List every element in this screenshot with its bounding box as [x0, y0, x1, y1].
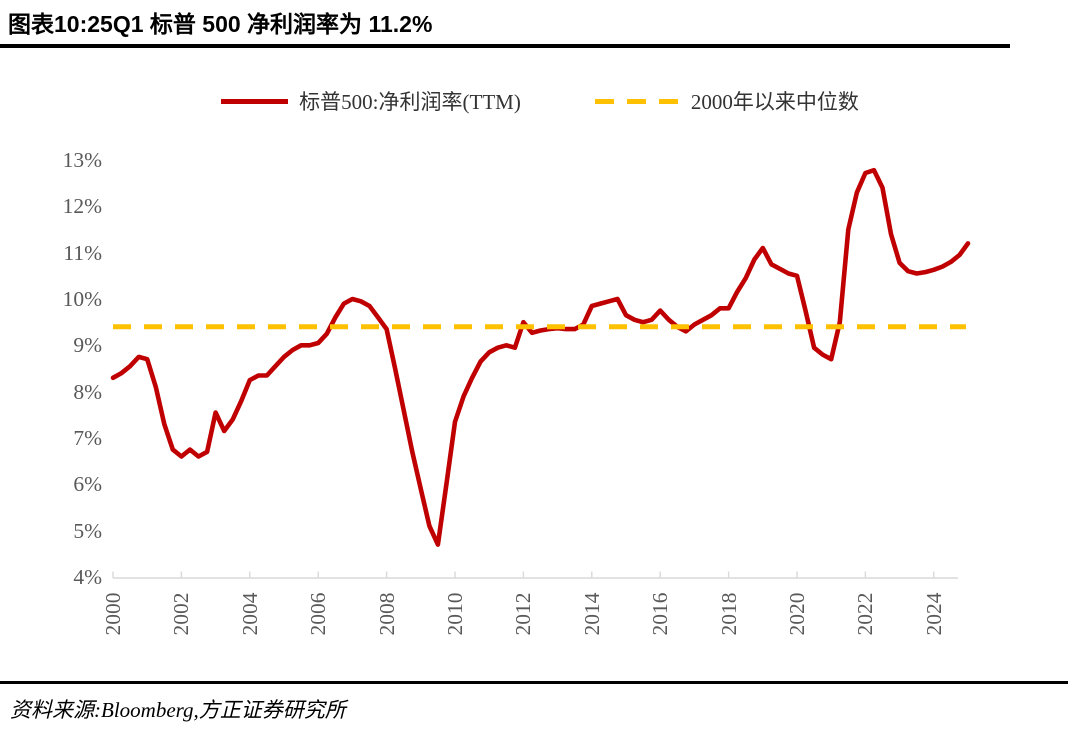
net-margin-line — [110, 167, 971, 547]
x-tick-label: 2018 — [716, 592, 741, 636]
legend-label-series: 标普500:净利润率(TTM) — [299, 90, 521, 114]
y-tick-label: 10% — [62, 287, 102, 311]
x-tick-label: 2012 — [511, 592, 536, 636]
x-tick-label: 2020 — [785, 592, 809, 636]
footer-divider — [0, 681, 1068, 684]
x-tick-label: 2006 — [306, 592, 331, 636]
x-tick-label: 2024 — [921, 592, 946, 636]
y-tick-label: 9% — [73, 333, 102, 358]
legend-dashed-line-swatch — [594, 98, 680, 104]
legend-item-series: 标普500:净利润率(TTM) — [221, 86, 521, 116]
x-tick-label: 2002 — [169, 592, 194, 636]
x-tick-label: 2016 — [648, 592, 673, 636]
y-tick-label: 5% — [73, 518, 102, 543]
y-tick-label: 13% — [62, 148, 102, 172]
title-underline — [0, 44, 1010, 48]
y-tick-label: 8% — [73, 379, 102, 404]
figure-title: 图表10:25Q1 标普 500 净利润率为 11.2% — [8, 11, 433, 37]
y-tick-label: 6% — [73, 472, 102, 497]
y-tick-label: 4% — [73, 565, 102, 589]
x-tick-label: 2014 — [579, 592, 604, 636]
chart-legend: 标普500:净利润率(TTM) 2000年以来中位数 — [0, 86, 1080, 116]
legend-solid-line-swatch — [221, 98, 289, 104]
y-tick-label: 12% — [62, 194, 102, 219]
x-tick-label: 2010 — [443, 592, 467, 636]
legend-item-median: 2000年以来中位数 — [594, 86, 859, 116]
y-tick-label: 11% — [63, 240, 102, 265]
source-note: 资料来源:Bloomberg,方正证券研究所 — [10, 698, 346, 722]
x-tick-label: 2004 — [237, 592, 262, 636]
x-tick-label: 2022 — [853, 592, 878, 636]
x-tick-label: 2008 — [374, 592, 399, 636]
y-tick-label: 7% — [73, 426, 102, 450]
x-tick-label: 2000 — [101, 592, 125, 636]
legend-label-median: 2000年以来中位数 — [690, 90, 859, 114]
